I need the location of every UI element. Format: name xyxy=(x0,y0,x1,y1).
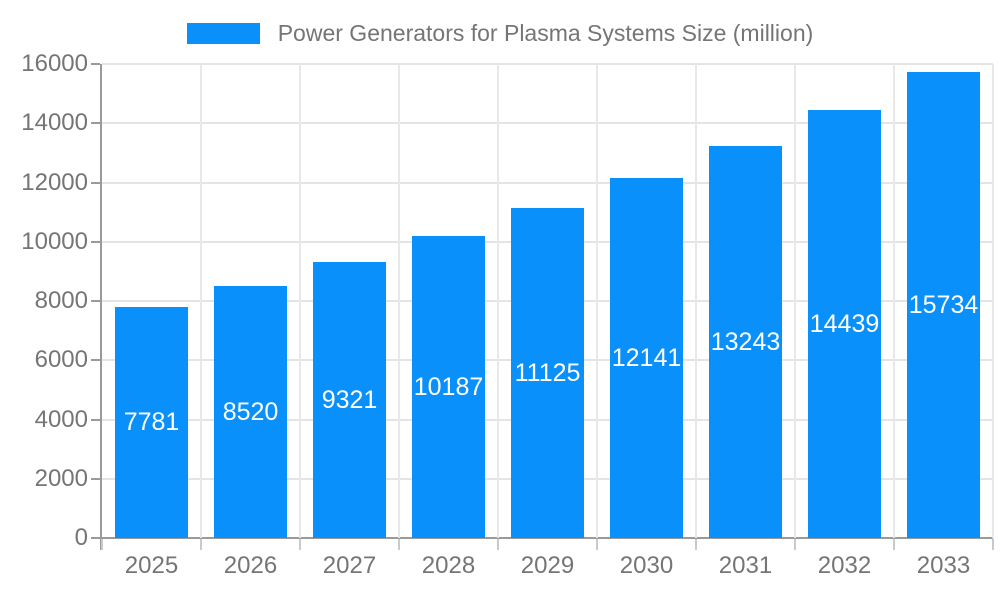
bar: 12141 xyxy=(610,178,683,538)
bar-value-label: 12141 xyxy=(611,343,682,372)
x-axis-tick xyxy=(398,539,400,550)
gridline-vertical xyxy=(200,64,202,538)
x-axis-tick-label: 2030 xyxy=(619,552,674,579)
y-axis-tick xyxy=(91,418,100,421)
gridline-vertical xyxy=(893,64,895,538)
y-axis-line xyxy=(100,64,102,550)
bar-value-label: 9321 xyxy=(321,385,378,414)
bar: 9321 xyxy=(313,262,386,538)
y-axis-tick xyxy=(91,537,100,539)
gridline-horizontal xyxy=(102,122,993,125)
x-axis-tick-label: 2032 xyxy=(817,552,872,579)
y-axis-tick-label: 14000 xyxy=(21,109,88,137)
bar-value-label: 14439 xyxy=(809,309,880,338)
x-axis-tick-label: 2028 xyxy=(421,552,476,579)
gridline-vertical xyxy=(497,64,499,538)
plot-area: 7781 8520 9321 10187 11125 12141 13243 14439 157… xyxy=(91,63,994,550)
bar: 13243 xyxy=(709,146,782,538)
x-axis-tick xyxy=(497,539,499,550)
x-axis-tick-label: 2033 xyxy=(916,552,971,579)
y-axis-tick-label: 4000 xyxy=(34,405,88,433)
bar-value-label: 11125 xyxy=(514,358,581,387)
bar-value-label: 7781 xyxy=(123,408,180,436)
y-axis-tick xyxy=(91,240,100,243)
gridline-horizontal xyxy=(102,181,993,184)
legend: Power Generators for Plasma Systems Size… xyxy=(0,20,1000,46)
x-axis-tick-label: 2031 xyxy=(718,552,773,579)
bar-value-label: 10187 xyxy=(413,372,484,401)
x-axis-tick-label: 2029 xyxy=(520,552,575,579)
x-axis-tick-label: 2026 xyxy=(223,552,278,579)
x-axis-tick-label: 2027 xyxy=(322,552,377,579)
y-axis-tick xyxy=(91,300,100,302)
y-axis-tick-label: 8000 xyxy=(34,287,88,314)
gridline-vertical xyxy=(992,64,994,538)
bar-value-label: 8520 xyxy=(222,397,279,426)
x-axis-tick xyxy=(992,539,994,550)
gridline-vertical xyxy=(398,64,400,538)
gridline-vertical xyxy=(596,64,598,538)
bar: 10187 xyxy=(412,236,485,538)
x-axis-tick xyxy=(200,539,202,550)
y-axis-tick-label: 16000 xyxy=(21,50,88,77)
x-axis-tick xyxy=(893,539,895,550)
y-axis-tick xyxy=(91,122,100,125)
x-axis-tick xyxy=(794,539,796,550)
gridline-horizontal xyxy=(102,63,993,65)
y-axis-tick xyxy=(91,181,100,184)
y-axis-tick-label: 10000 xyxy=(21,227,88,255)
y-axis-tick-label: 12000 xyxy=(21,168,88,196)
x-axis-tick-label: 2025 xyxy=(124,552,179,579)
y-axis-tick xyxy=(91,63,100,65)
gridline-vertical xyxy=(794,64,796,538)
bar: 15734 xyxy=(907,72,980,538)
bar: 8520 xyxy=(214,286,287,538)
y-axis-tick xyxy=(91,359,100,362)
x-axis-line xyxy=(100,537,993,539)
bar: 7781 xyxy=(115,307,188,538)
bar: 14439 xyxy=(808,110,881,538)
gridline-vertical xyxy=(299,64,301,538)
gridline-vertical xyxy=(695,64,697,538)
bar-value-label: 13243 xyxy=(710,327,781,356)
x-axis-tick xyxy=(596,539,598,550)
legend-swatch xyxy=(186,22,260,44)
bar: 11125 xyxy=(511,208,584,538)
x-axis-tick xyxy=(299,539,301,550)
bar-value-label: 15734 xyxy=(908,290,979,319)
legend-label: Power Generators for Plasma Systems Size… xyxy=(277,20,814,46)
y-axis-tick xyxy=(91,477,100,480)
x-axis-tick xyxy=(695,539,697,550)
y-axis-tick-label: 6000 xyxy=(34,346,88,374)
y-axis-tick-label: 0 xyxy=(74,524,88,551)
x-axis-tick xyxy=(101,539,103,550)
y-axis-tick-label: 2000 xyxy=(34,464,88,492)
